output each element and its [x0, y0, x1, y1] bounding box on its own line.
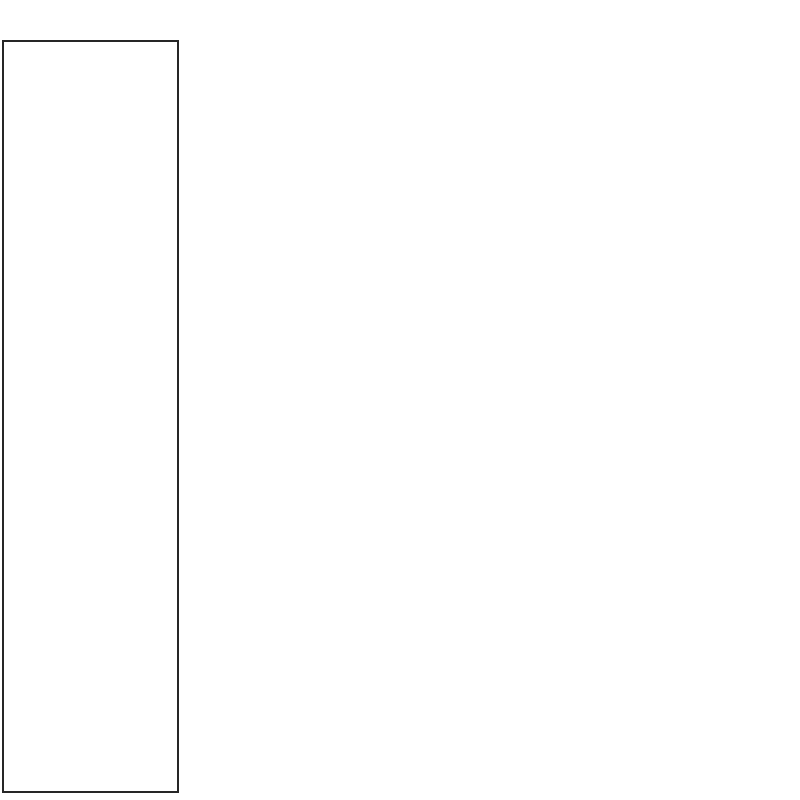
agent-itinerary-box [2, 40, 179, 793]
